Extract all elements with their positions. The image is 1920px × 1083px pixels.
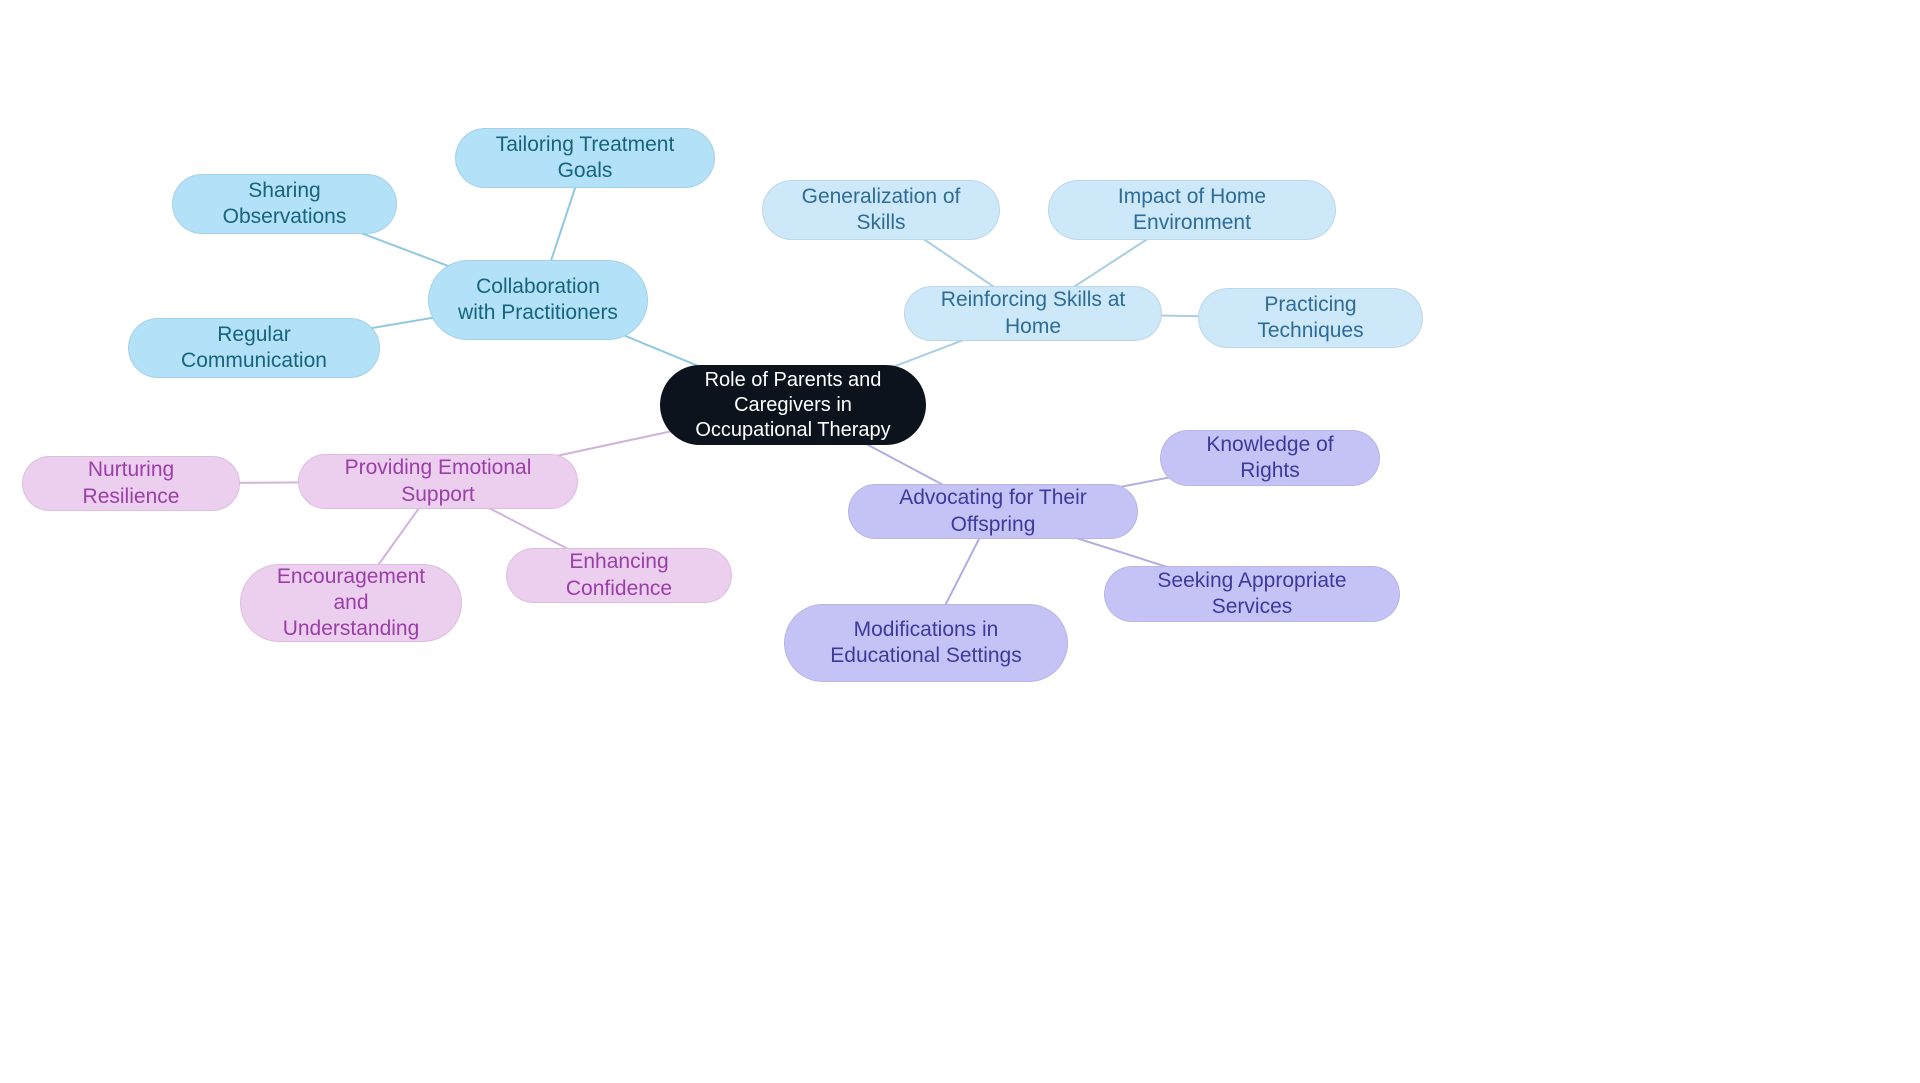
leaf-practicing: Practicing Techniques [1198,288,1423,348]
leaf-knowledge-rights: Knowledge of Rights [1160,430,1380,486]
edge-layer [0,0,1920,1083]
leaf-seeking-services: Seeking Appropriate Services [1104,566,1400,622]
leaf-encouragement: Encouragement and Understanding [240,564,462,642]
leaf-regular-communication: Regular Communication [128,318,380,378]
branch-advocating: Advocating for Their Offspring [848,484,1138,539]
leaf-enhancing-confidence: Enhancing Confidence [506,548,732,603]
leaf-generalization: Generalization of Skills [762,180,1000,240]
leaf-modifications: Modifications in Educational Settings [784,604,1068,682]
leaf-tailoring-treatment: Tailoring Treatment Goals [455,128,715,188]
leaf-sharing-observations: Sharing Observations [172,174,397,234]
root-node: Role of Parents and Caregivers in Occupa… [660,365,926,445]
branch-emotional-support: Providing Emotional Support [298,454,578,509]
leaf-nurturing-resilience: Nurturing Resilience [22,456,240,511]
mindmap-canvas: Role of Parents and Caregivers in Occupa… [0,0,1920,1083]
branch-collaboration: Collaboration with Practitioners [428,260,648,340]
leaf-impact-home: Impact of Home Environment [1048,180,1336,240]
branch-reinforcing: Reinforcing Skills at Home [904,286,1162,341]
